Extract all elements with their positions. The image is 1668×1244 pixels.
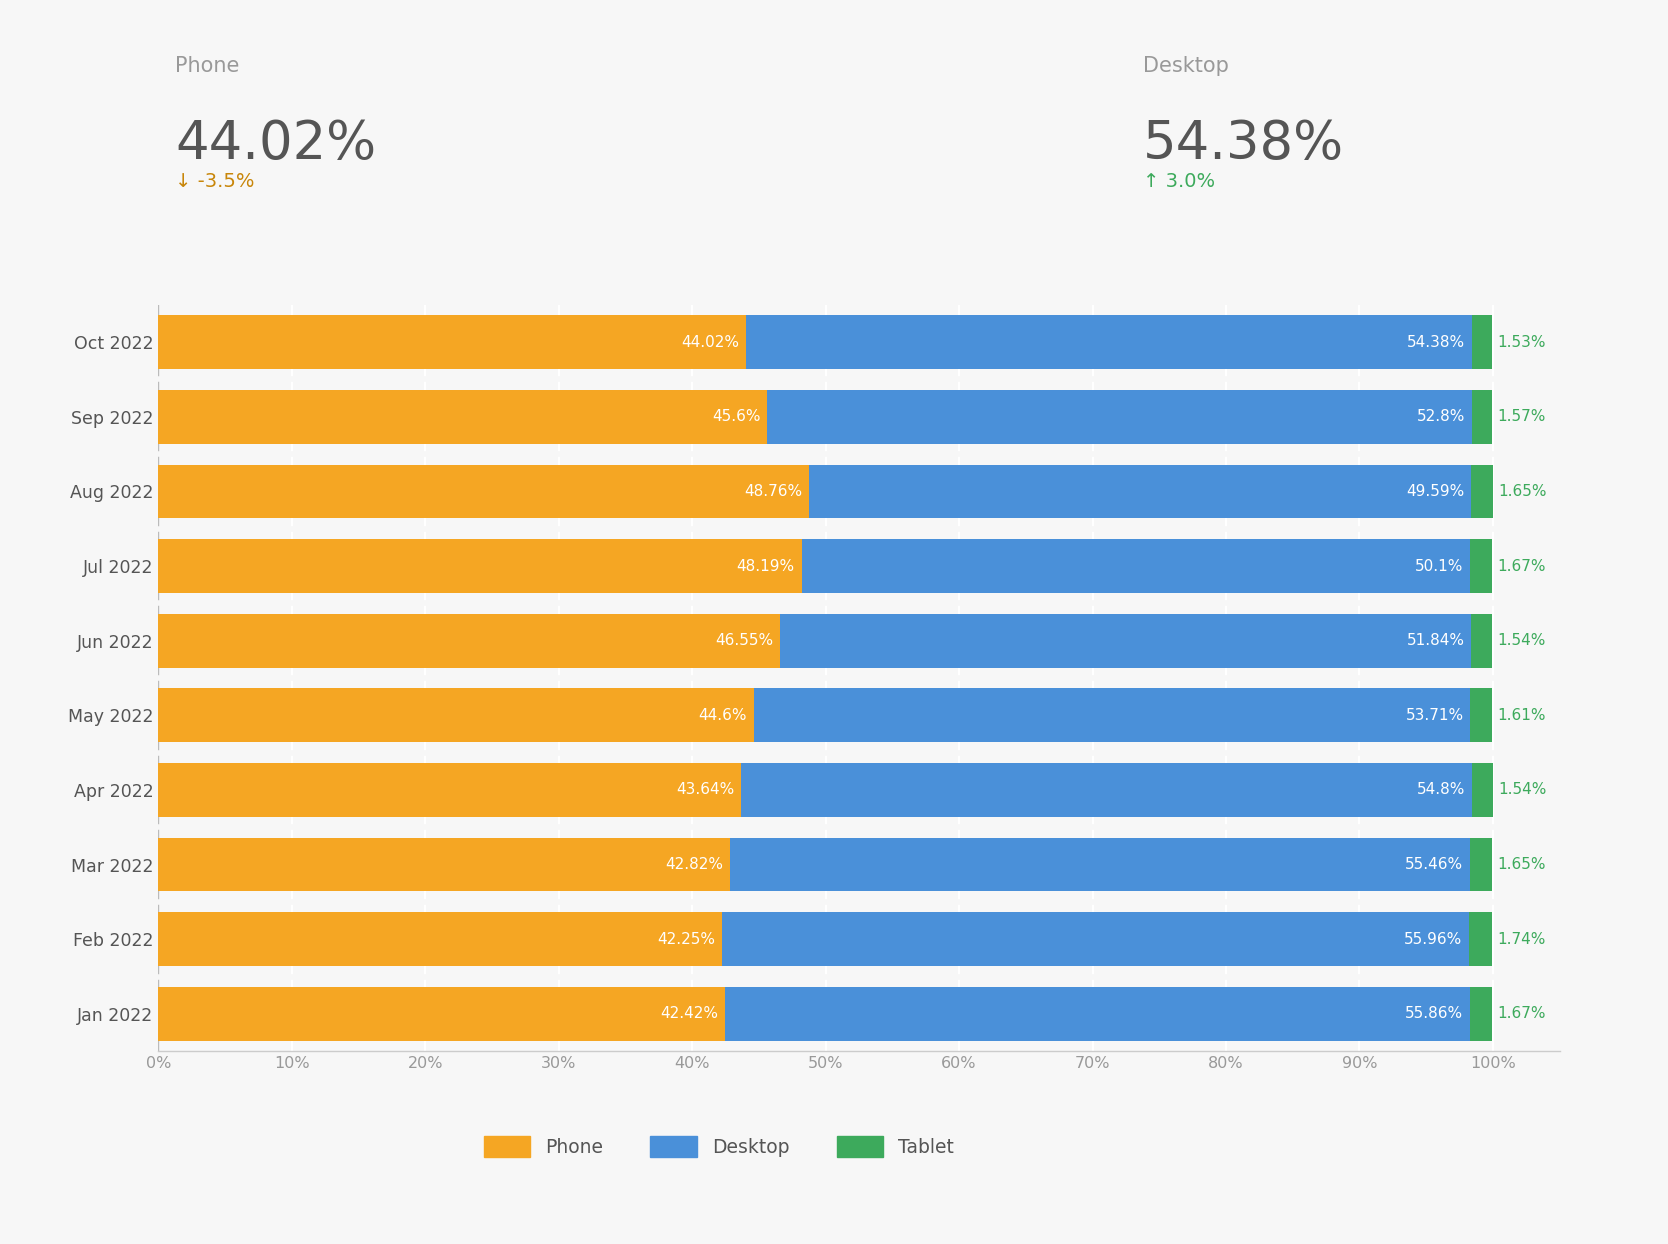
Bar <box>754 688 1470 743</box>
Bar <box>158 763 741 817</box>
Text: 1.65%: 1.65% <box>1498 484 1546 499</box>
Text: 1.57%: 1.57% <box>1498 409 1546 424</box>
Bar <box>767 389 1471 444</box>
Text: 55.86%: 55.86% <box>1404 1006 1463 1021</box>
Bar <box>1470 837 1491 892</box>
Text: 1.65%: 1.65% <box>1498 857 1546 872</box>
Text: 42.25%: 42.25% <box>657 932 716 947</box>
Text: 50.1%: 50.1% <box>1414 559 1463 573</box>
Bar <box>809 464 1471 519</box>
Text: 1.67%: 1.67% <box>1498 1006 1546 1021</box>
Bar <box>779 613 1471 668</box>
Text: 1.67%: 1.67% <box>1498 559 1546 573</box>
Bar <box>1470 986 1493 1041</box>
Bar <box>1473 763 1493 817</box>
Text: ↓ -3.5%: ↓ -3.5% <box>175 172 255 190</box>
Text: 42.42%: 42.42% <box>661 1006 717 1021</box>
Text: 45.6%: 45.6% <box>712 409 761 424</box>
Text: 46.55%: 46.55% <box>716 633 772 648</box>
Bar <box>158 464 809 519</box>
Text: Phone: Phone <box>175 56 240 76</box>
Text: 44.02%: 44.02% <box>175 118 377 170</box>
Bar <box>158 315 746 369</box>
Text: 54.38%: 54.38% <box>1143 118 1344 170</box>
Text: 48.76%: 48.76% <box>744 484 802 499</box>
Bar <box>1470 912 1493 967</box>
Bar <box>158 613 779 668</box>
Bar <box>741 763 1473 817</box>
Bar <box>722 912 1470 967</box>
Text: 1.54%: 1.54% <box>1498 782 1546 797</box>
Text: 49.59%: 49.59% <box>1406 484 1465 499</box>
Text: 53.71%: 53.71% <box>1406 708 1463 723</box>
Text: 1.74%: 1.74% <box>1498 932 1546 947</box>
Bar <box>158 986 724 1041</box>
Bar <box>731 837 1470 892</box>
Bar <box>1470 688 1491 743</box>
Text: Desktop: Desktop <box>1143 56 1228 76</box>
Text: 54.8%: 54.8% <box>1418 782 1466 797</box>
Bar <box>1470 539 1493 593</box>
Bar <box>1471 464 1493 519</box>
Text: 44.02%: 44.02% <box>681 335 739 350</box>
Bar <box>724 986 1470 1041</box>
Text: 1.54%: 1.54% <box>1498 633 1546 648</box>
Text: 51.84%: 51.84% <box>1406 633 1465 648</box>
Text: 1.53%: 1.53% <box>1498 335 1546 350</box>
Text: 42.82%: 42.82% <box>666 857 724 872</box>
Bar <box>158 389 767 444</box>
Text: 54.38%: 54.38% <box>1406 335 1465 350</box>
Bar <box>1471 613 1491 668</box>
Text: 55.96%: 55.96% <box>1404 932 1463 947</box>
Bar <box>158 912 722 967</box>
Text: 48.19%: 48.19% <box>737 559 796 573</box>
Bar <box>746 315 1471 369</box>
Bar <box>1471 315 1491 369</box>
Text: 44.6%: 44.6% <box>699 708 747 723</box>
Text: 52.8%: 52.8% <box>1416 409 1465 424</box>
Legend: Phone, Desktop, Tablet: Phone, Desktop, Tablet <box>475 1128 962 1164</box>
Bar <box>158 837 731 892</box>
Bar <box>158 539 802 593</box>
Bar <box>158 688 754 743</box>
Bar <box>802 539 1470 593</box>
Bar <box>1471 389 1493 444</box>
Text: 43.64%: 43.64% <box>676 782 734 797</box>
Text: ↑ 3.0%: ↑ 3.0% <box>1143 172 1214 190</box>
Text: 1.61%: 1.61% <box>1498 708 1546 723</box>
Text: 55.46%: 55.46% <box>1404 857 1463 872</box>
